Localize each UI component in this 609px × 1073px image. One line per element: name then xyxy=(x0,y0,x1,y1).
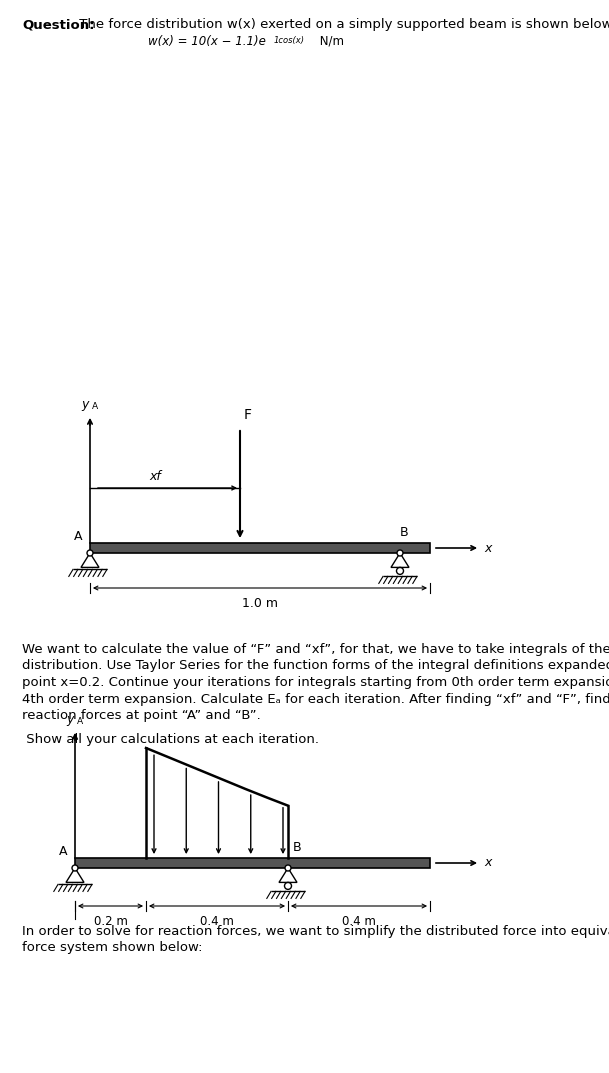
Text: y: y xyxy=(82,398,89,411)
Text: A: A xyxy=(74,530,82,543)
Text: In order to solve for reaction forces, we want to simplify the distributed force: In order to solve for reaction forces, w… xyxy=(22,925,609,938)
Text: F: F xyxy=(244,408,252,422)
Text: Question:: Question: xyxy=(22,18,94,31)
Text: N/m: N/m xyxy=(316,35,344,48)
Text: xf: xf xyxy=(149,470,161,483)
Text: w(x) = 10(x − 1.1)e: w(x) = 10(x − 1.1)e xyxy=(148,35,266,48)
Text: 1.0 m: 1.0 m xyxy=(242,597,278,609)
Polygon shape xyxy=(75,858,430,868)
Text: distribution. Use Taylor Series for the function forms of the integral definitio: distribution. Use Taylor Series for the … xyxy=(22,660,609,673)
Circle shape xyxy=(72,865,78,871)
Text: 0.2 m: 0.2 m xyxy=(94,915,127,928)
Polygon shape xyxy=(90,543,430,553)
Text: y: y xyxy=(66,712,74,726)
Circle shape xyxy=(397,550,403,556)
Text: B: B xyxy=(400,526,409,539)
Text: force system shown below:: force system shown below: xyxy=(22,941,203,954)
Text: 4th order term expansion. Calculate Eₐ for each iteration. After finding “xf” an: 4th order term expansion. Calculate Eₐ f… xyxy=(22,692,609,706)
Text: 0.4 m: 0.4 m xyxy=(342,915,376,928)
Text: x: x xyxy=(484,856,491,869)
Text: 0.4 m: 0.4 m xyxy=(200,915,234,928)
Text: We want to calculate the value of “F” and “xf”, for that, we have to take integr: We want to calculate the value of “F” an… xyxy=(22,643,609,656)
Text: x: x xyxy=(484,542,491,555)
Text: Show all your calculations at each iteration.: Show all your calculations at each itera… xyxy=(22,733,319,746)
Text: A: A xyxy=(77,717,83,726)
Text: The force distribution w(x) exerted on a simply supported beam is shown below:: The force distribution w(x) exerted on a… xyxy=(75,18,609,31)
Text: reaction forces at point “A” and “B”.: reaction forces at point “A” and “B”. xyxy=(22,709,261,722)
Circle shape xyxy=(285,865,291,871)
Text: B: B xyxy=(293,841,301,854)
Text: point x=0.2. Continue your iterations for integrals starting from 0th order term: point x=0.2. Continue your iterations fo… xyxy=(22,676,609,689)
Text: A: A xyxy=(92,402,98,411)
Circle shape xyxy=(87,550,93,556)
Text: A: A xyxy=(58,846,67,858)
Text: 1cos(x): 1cos(x) xyxy=(274,36,305,45)
